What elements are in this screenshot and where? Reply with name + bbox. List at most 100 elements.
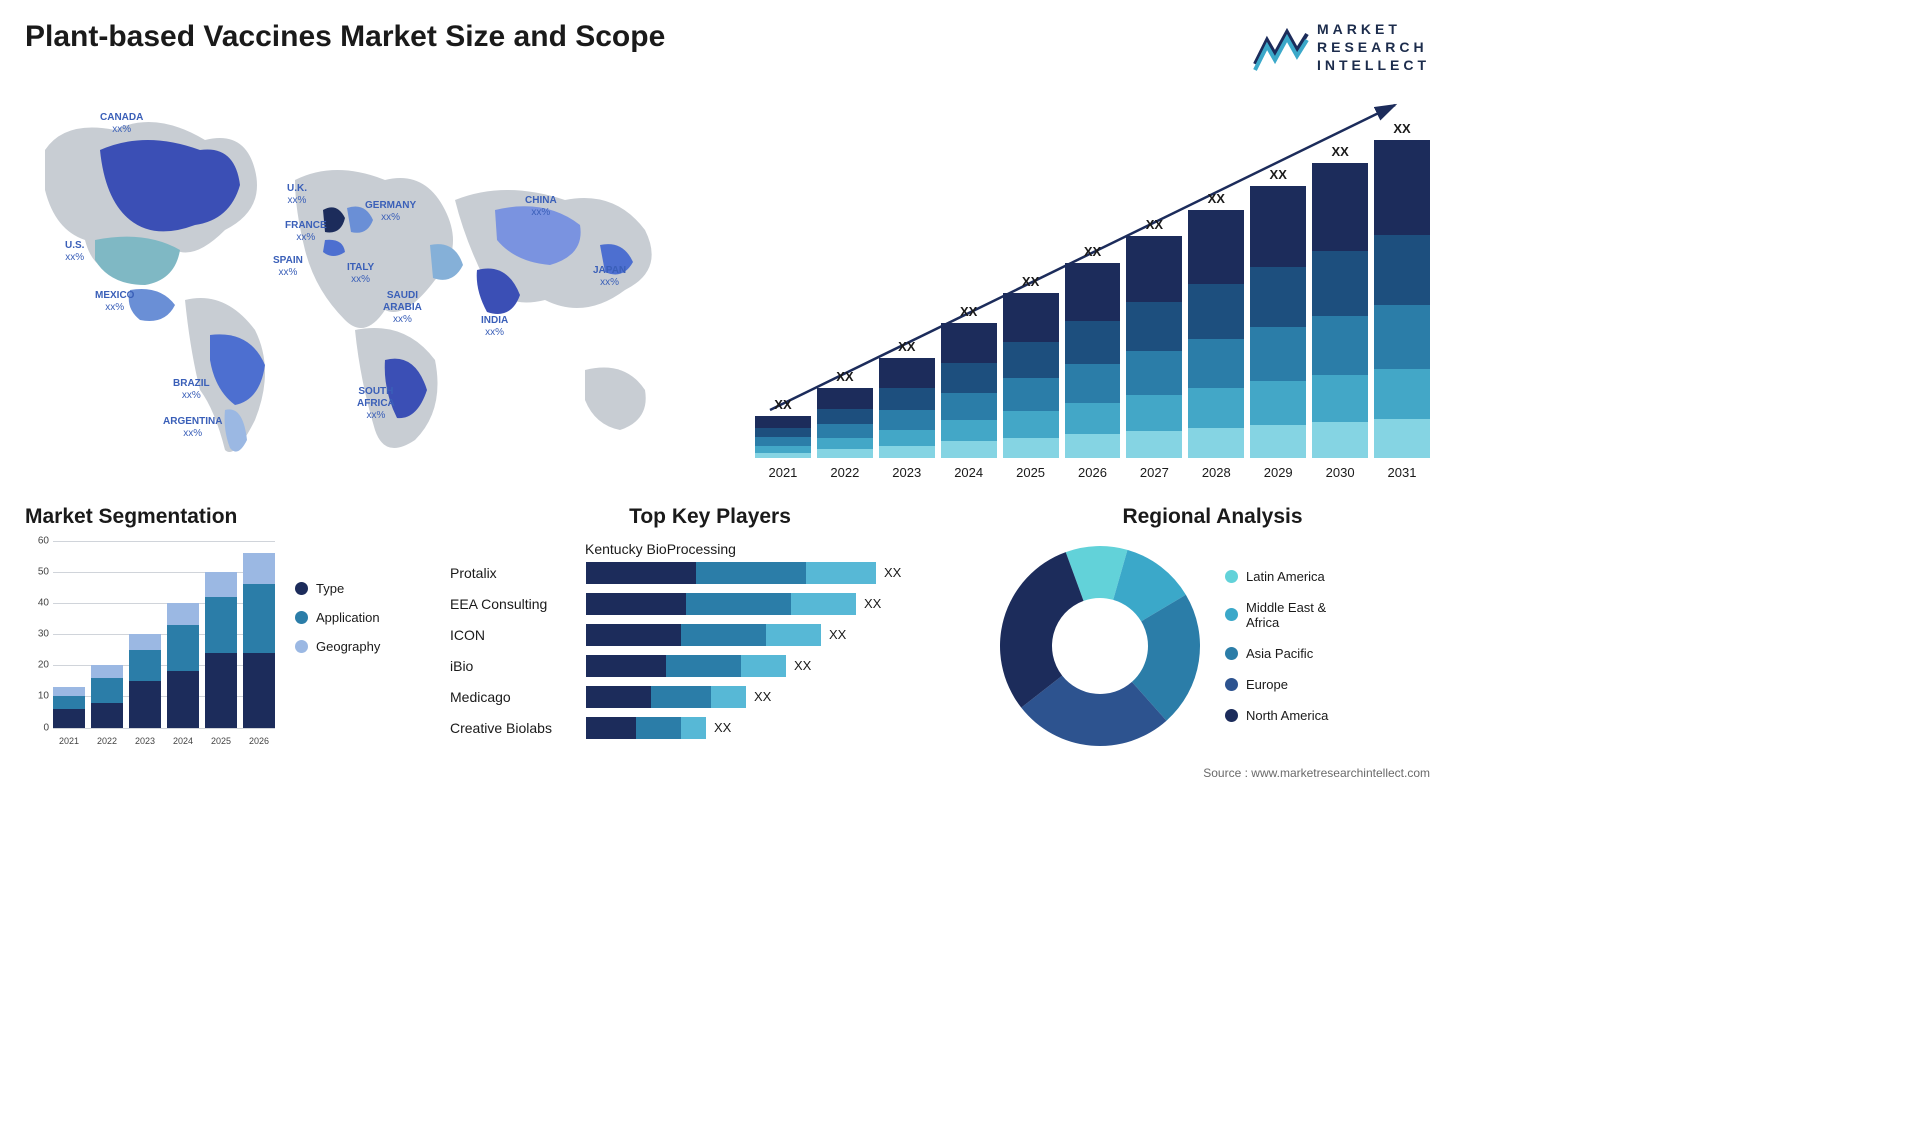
seg-bar-2023 [129,634,161,727]
forecast-year: 2029 [1250,465,1306,480]
map-label-china: CHINAxx% [525,195,557,219]
world-map: CANADAxx% U.S.xx% MEXICOxx% BRAZILxx% ARGENT… [25,90,715,480]
forecast-bar-2028: XX [1188,191,1244,458]
seg-bar-2024 [167,603,199,728]
player-row: EEA Consulting XX [450,590,970,618]
forecast-bar-label: XX [1393,121,1410,136]
regional-title: Regional Analysis [995,505,1430,529]
forecast-bar-2030: XX [1312,144,1368,458]
forecast-bar-label: XX [1270,167,1287,182]
regional-legend-item: Europe [1225,677,1328,692]
forecast-year: 2023 [879,465,935,480]
forecast-year: 2030 [1312,465,1368,480]
seg-year: 2026 [243,736,275,746]
map-label-canada: CANADAxx% [100,112,143,136]
regional-legend-item: North America [1225,708,1328,723]
player-name: Medicago [450,689,578,705]
map-label-saudiarabia: SAUDIARABIAxx% [383,290,422,326]
player-row: iBio XX [450,652,970,680]
forecast-bar-2021: XX [755,397,811,458]
seg-year: 2022 [91,736,123,746]
seg-year: 2024 [167,736,199,746]
players-panel: Top Key Players Kentucky BioProcessing P… [450,505,970,751]
forecast-chart: XX XX XX XX XX XX XX XX XX XX XX 2021 2022 2023 2024 2… [755,90,1430,480]
seg-ytick: 40 [25,597,49,608]
seg-bar-2021 [53,687,85,727]
player-value: XX [864,596,881,611]
seg-bar-2026 [243,553,275,728]
forecast-year: 2025 [1003,465,1059,480]
seg-year: 2023 [129,736,161,746]
segmentation-chart: 0102030405060 202120222023202420252026 [25,541,275,746]
seg-bar-2025 [205,572,237,728]
forecast-bar-label: XX [1022,274,1039,289]
players-title: Top Key Players [450,505,970,529]
player-value: XX [884,565,901,580]
forecast-year: 2031 [1374,465,1430,480]
seg-year: 2021 [53,736,85,746]
player-row: Protalix XX [450,559,970,587]
logo-icon [1253,22,1309,72]
regional-legend-item: Asia Pacific [1225,646,1328,661]
player-name: iBio [450,658,578,674]
logo-line3: INTELLECT [1317,56,1430,74]
seg-ytick: 10 [25,691,49,702]
forecast-year: 2024 [941,465,997,480]
player-name: Creative Biolabs [450,720,578,736]
forecast-bar-2025: XX [1003,274,1059,458]
forecast-bar-2026: XX [1065,244,1121,458]
seg-ytick: 60 [25,535,49,546]
brand-logo: MARKET RESEARCH INTELLECT [1253,20,1430,75]
map-label-japan: JAPANxx% [593,265,626,289]
player-row: MedicagoXX [450,683,970,711]
regional-donut [995,541,1205,751]
seg-legend-item: Application [295,610,380,625]
forecast-bar-label: XX [1146,217,1163,232]
forecast-bar-label: XX [1084,244,1101,259]
page-title: Plant-based Vaccines Market Size and Sco… [25,20,665,54]
forecast-bar-label: XX [774,397,791,412]
regional-legend-item: Latin America [1225,569,1328,584]
seg-bar-2022 [91,665,123,727]
forecast-year: 2027 [1126,465,1182,480]
map-label-france: FRANCExx% [285,220,327,244]
seg-ytick: 20 [25,660,49,671]
players-header: Kentucky BioProcessing [450,541,970,557]
segmentation-title: Market Segmentation [25,505,425,529]
player-row: ICONXX [450,621,970,649]
seg-year: 2025 [205,736,237,746]
forecast-year: 2022 [817,465,873,480]
map-label-mexico: MEXICOxx% [95,290,134,314]
player-value: XX [794,658,811,673]
map-label-brazil: BRAZILxx% [173,378,210,402]
forecast-bar-2022: XX [817,369,873,458]
map-label-india: INDIAxx% [481,315,508,339]
seg-ytick: 30 [25,629,49,640]
forecast-bar-label: XX [898,339,915,354]
forecast-bar-2023: XX [879,339,935,458]
map-label-italy: ITALYxx% [347,262,374,286]
segmentation-panel: Market Segmentation 0102030405060 202120… [25,505,425,751]
logo-line1: MARKET [1317,20,1430,38]
logo-line2: RESEARCH [1317,38,1430,56]
map-label-argentina: ARGENTINAxx% [163,416,222,440]
forecast-bar-2027: XX [1126,217,1182,458]
map-label-germany: GERMANYxx% [365,200,416,224]
regional-panel: Regional Analysis Latin AmericaMiddle Ea… [995,505,1430,751]
forecast-bar-label: XX [960,304,977,319]
map-label-southafrica: SOUTHAFRICAxx% [357,386,395,422]
map-label-us: U.S.xx% [65,240,84,264]
player-name: ICON [450,627,578,643]
forecast-year: 2021 [755,465,811,480]
seg-ytick: 0 [25,722,49,733]
player-row: Creative BiolabsXX [450,714,970,742]
seg-legend-item: Type [295,581,380,596]
forecast-bar-label: XX [836,369,853,384]
segmentation-legend: Type Application Geography [295,541,380,746]
seg-legend-item: Geography [295,639,380,654]
forecast-year: 2028 [1188,465,1244,480]
player-name: Protalix [450,565,578,581]
forecast-year: 2026 [1065,465,1121,480]
player-name: EEA Consulting [450,596,578,612]
forecast-bar-2029: XX [1250,167,1306,458]
